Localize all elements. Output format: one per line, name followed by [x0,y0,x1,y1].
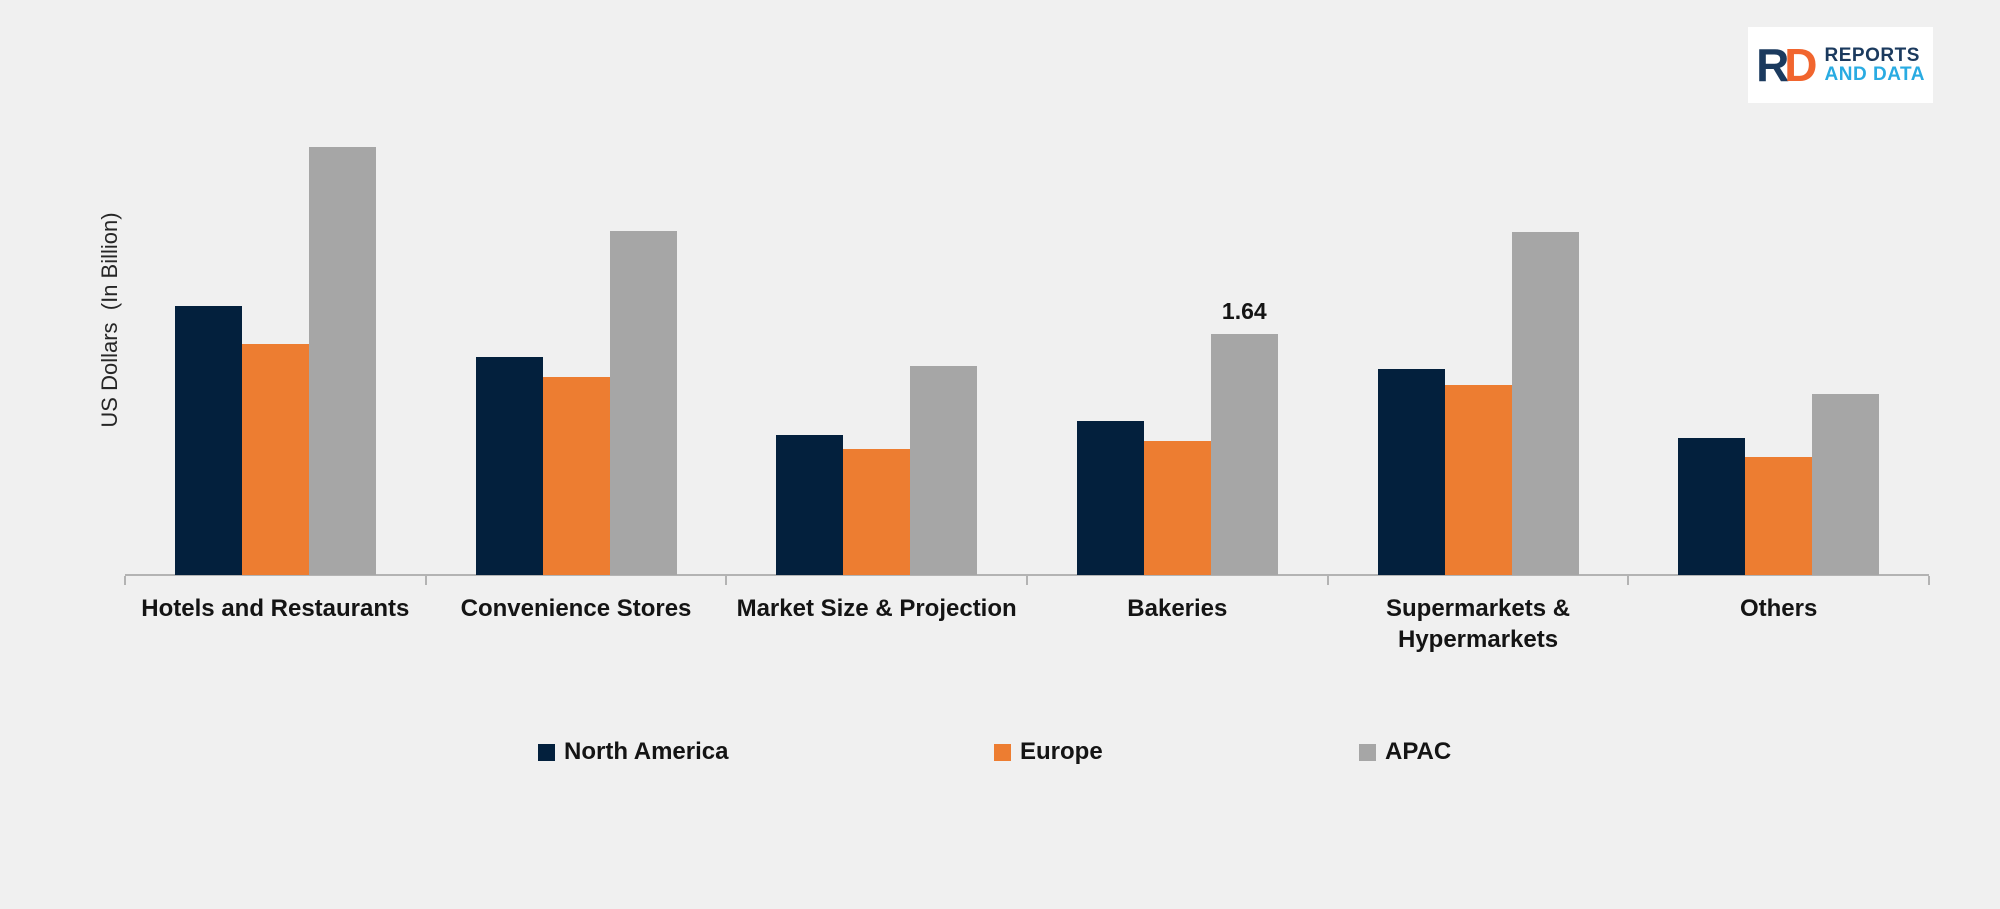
legend-swatch-north-america-icon [538,743,555,761]
x-axis-tick [1928,576,1930,585]
logo-text-and-data: AND DATA [1824,64,1925,85]
legend-swatch-apac-icon [1359,743,1376,761]
bar-apac-hotels-and-restaurants [308,147,376,575]
legend-label-apac: APAC [1385,738,1452,765]
logo-text-reports: REPORTS [1824,45,1920,66]
x-axis-label-hotels-and-restaurants: Hotels and Restaurants [141,595,410,622]
x-axis-tick [424,576,427,585]
x-axis-label-market-size-projection: Market Size & Projection [736,595,1017,622]
logo-monogram: RD [1756,39,1818,91]
legend-label-north-america: North America [564,738,729,765]
bar-apac-others [1812,394,1880,575]
bar-apac-market-size-projection [910,366,978,575]
x-axis-line [125,574,1929,576]
bar-north-america-convenience-stores [475,357,543,575]
y-axis-title: US Dollars (In Billion) [97,212,122,428]
bar-europe-hotels-and-restaurants [241,344,309,575]
bar-north-america-bakeries [1076,421,1144,575]
logo-letter-d-icon: D [1784,39,1817,91]
x-axis-tick [725,576,728,585]
x-axis-tick [1627,576,1630,585]
x-axis-label-supermarkets-hypermarkets: Supermarkets & Hypermarkets [1385,595,1571,653]
bar-north-america-others [1678,438,1746,575]
legend-swatch-europe-icon [994,743,1011,761]
bar-north-america-hotels-and-restaurants [174,306,242,575]
legend-item-north-america: North America [538,738,728,765]
bar-north-america-market-size-projection [776,435,844,575]
bar-north-america-supermarkets-hypermarkets [1377,369,1445,575]
legend-item-europe: Europe [994,738,1103,765]
bar-apac-bakeries [1210,334,1278,575]
x-axis-tick [1026,576,1028,585]
data-label-apac-bakeries: 1.64 [1221,298,1267,324]
x-axis-label-convenience-stores: Convenience Stores [460,595,692,622]
bar-europe-supermarkets-hypermarkets [1444,385,1512,575]
legend-item-apac: APAC [1359,738,1451,765]
logo-text: REPORTS AND DATA [1825,46,1925,84]
x-axis-tick [124,576,126,585]
bar-europe-convenience-stores [542,377,610,575]
bar-apac-convenience-stores [609,231,677,575]
bar-europe-bakeries [1143,441,1211,575]
logo-letter-r-icon: R [1756,39,1789,91]
x-axis-label-others: Others [1739,595,1818,622]
bar-europe-market-size-projection [843,449,911,575]
reports-and-data-logo: RD REPORTS AND DATA [1748,27,1933,103]
bar-europe-others [1745,457,1813,575]
x-axis-label-bakeries: Bakeries [1127,595,1228,622]
legend-label-europe: Europe [1020,738,1103,765]
x-axis-tick [1326,576,1329,585]
bar-apac-supermarkets-hypermarkets [1511,232,1579,575]
